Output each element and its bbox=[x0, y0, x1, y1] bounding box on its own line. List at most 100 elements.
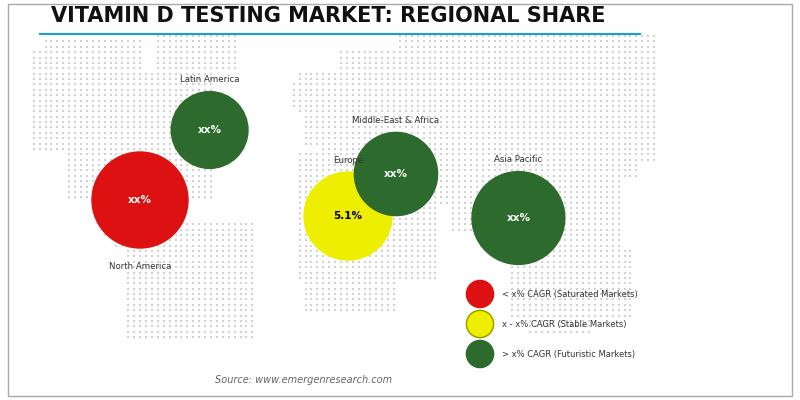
Point bbox=[134, 291, 146, 297]
Point bbox=[518, 38, 530, 44]
Point bbox=[636, 70, 649, 77]
Point bbox=[169, 323, 182, 330]
Point bbox=[524, 44, 537, 50]
Point bbox=[358, 103, 371, 109]
Point bbox=[122, 269, 134, 276]
Point bbox=[535, 97, 548, 104]
Point bbox=[193, 135, 206, 141]
Point bbox=[470, 38, 483, 44]
Point bbox=[530, 65, 542, 72]
Point bbox=[506, 226, 518, 233]
Point bbox=[571, 194, 584, 200]
Point bbox=[465, 54, 478, 61]
Point bbox=[163, 162, 176, 168]
Point bbox=[293, 70, 306, 77]
Point bbox=[530, 253, 542, 260]
Point bbox=[411, 140, 424, 147]
Point bbox=[98, 130, 111, 136]
Point bbox=[216, 38, 229, 44]
Point bbox=[110, 70, 123, 77]
Point bbox=[618, 49, 631, 55]
Point bbox=[74, 103, 87, 109]
Point bbox=[334, 81, 347, 88]
Point bbox=[488, 200, 501, 206]
Point bbox=[506, 194, 518, 200]
Point bbox=[341, 162, 354, 168]
Point bbox=[470, 54, 483, 61]
Point bbox=[317, 146, 330, 152]
Point bbox=[577, 205, 590, 211]
Point bbox=[418, 108, 430, 114]
Point bbox=[624, 44, 637, 50]
Point bbox=[116, 38, 129, 44]
Point bbox=[151, 54, 164, 61]
Point bbox=[116, 162, 129, 168]
Point bbox=[163, 97, 176, 104]
Point bbox=[240, 226, 253, 233]
Point bbox=[524, 189, 537, 195]
Point bbox=[198, 146, 211, 152]
Point bbox=[81, 86, 94, 93]
Point bbox=[512, 81, 525, 88]
Point bbox=[358, 237, 371, 244]
Point bbox=[589, 275, 602, 281]
Point bbox=[559, 328, 572, 335]
Point bbox=[530, 76, 542, 82]
Point bbox=[181, 221, 194, 227]
Point bbox=[122, 173, 134, 179]
Point bbox=[453, 86, 466, 93]
Point bbox=[128, 65, 141, 72]
Point bbox=[601, 194, 614, 200]
Point bbox=[606, 248, 619, 254]
Point bbox=[62, 108, 75, 114]
Point bbox=[370, 189, 383, 195]
Point bbox=[423, 151, 436, 158]
Point bbox=[465, 173, 478, 179]
Point bbox=[547, 253, 560, 260]
Point bbox=[205, 167, 218, 174]
Point bbox=[506, 92, 518, 98]
Point bbox=[169, 65, 182, 72]
Point bbox=[175, 323, 188, 330]
Point bbox=[329, 97, 342, 104]
Point bbox=[601, 221, 614, 227]
Point bbox=[418, 70, 430, 77]
Point bbox=[571, 242, 584, 249]
Point bbox=[322, 70, 335, 77]
Point bbox=[134, 81, 146, 88]
Point bbox=[163, 237, 176, 244]
Point bbox=[122, 76, 134, 82]
Point bbox=[429, 54, 442, 61]
Point bbox=[346, 242, 359, 249]
Point bbox=[553, 130, 566, 136]
Point bbox=[382, 70, 394, 77]
Point bbox=[429, 44, 442, 50]
Point bbox=[110, 194, 123, 200]
Point bbox=[74, 173, 87, 179]
Point bbox=[423, 92, 436, 98]
Point bbox=[205, 38, 218, 44]
Point bbox=[642, 130, 654, 136]
Point bbox=[334, 216, 347, 222]
Point bbox=[476, 130, 489, 136]
Point bbox=[364, 216, 377, 222]
Point bbox=[589, 296, 602, 303]
Point bbox=[198, 269, 211, 276]
Point bbox=[458, 54, 471, 61]
Text: Source: www.emergenresearch.com: Source: www.emergenresearch.com bbox=[215, 375, 393, 385]
Point bbox=[122, 194, 134, 200]
Point bbox=[376, 183, 389, 190]
Point bbox=[299, 130, 312, 136]
Point bbox=[542, 119, 554, 125]
Point bbox=[311, 259, 324, 265]
Point bbox=[122, 49, 134, 55]
Point bbox=[506, 205, 518, 211]
Point bbox=[187, 162, 200, 168]
Point bbox=[512, 210, 525, 217]
Point bbox=[334, 103, 347, 109]
Point bbox=[630, 167, 642, 174]
Point bbox=[524, 130, 537, 136]
Point bbox=[482, 130, 495, 136]
Point bbox=[169, 296, 182, 303]
Point bbox=[193, 334, 206, 340]
